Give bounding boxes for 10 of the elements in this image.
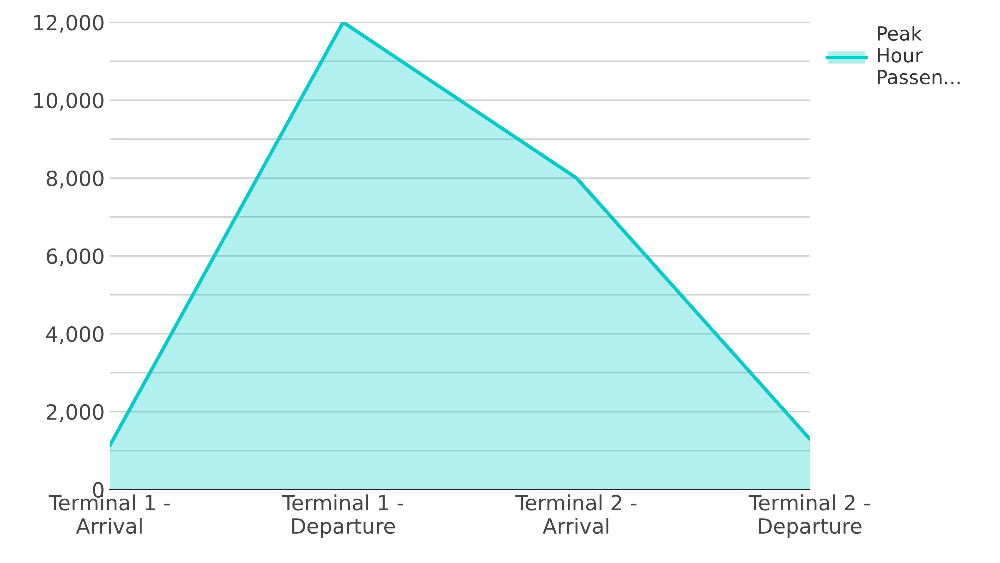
y-tick-label: 6,000 [46,248,104,266]
y-tick-label: 10,000 [34,92,104,111]
y-tick-label: 8,000 [46,170,104,189]
y-tick-label: 2,000 [47,404,104,422]
x-tick-label: Terminal 2 - Arrival [516,494,637,534]
x-tick-label: Terminal 1 - Departure [282,494,404,538]
x-tick-label: Terminal 2 - Departure [748,494,870,538]
y-tick-label: 4,000 [46,326,104,344]
y-tick-label: 12,000 [34,14,104,33]
legend-label: Peak Hour Passen... [878,26,960,85]
